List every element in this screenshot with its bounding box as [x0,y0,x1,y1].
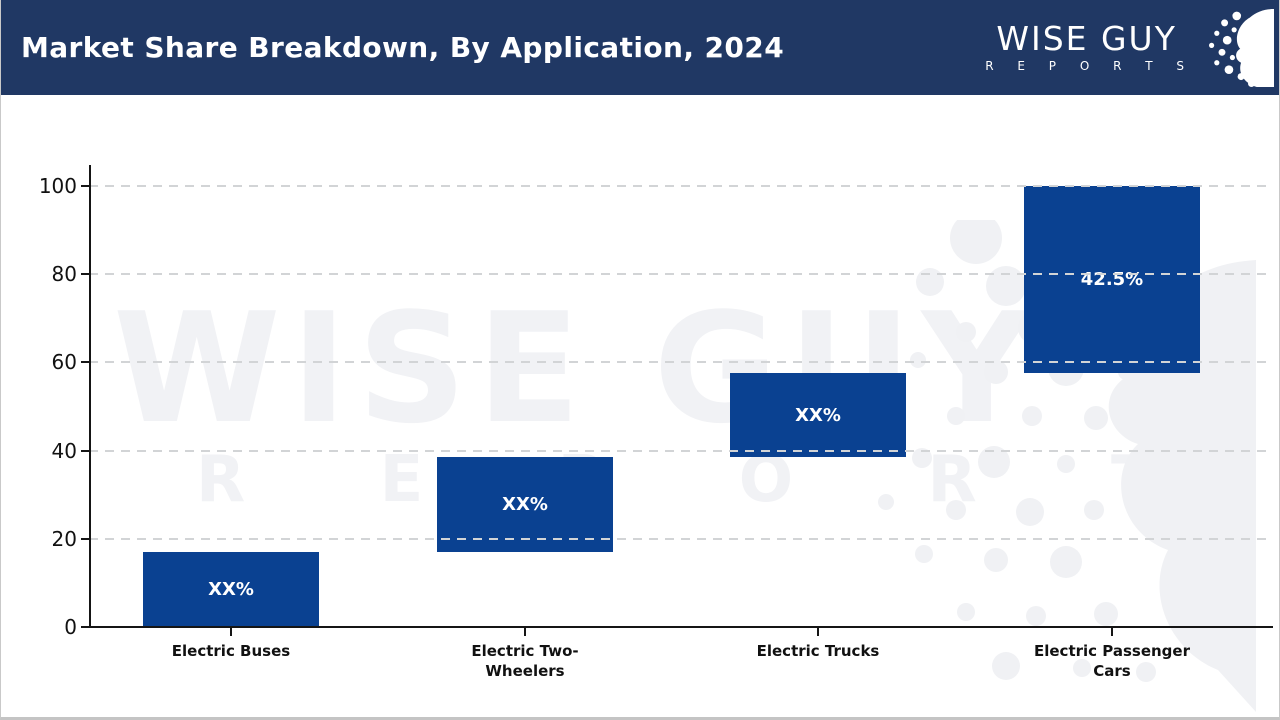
x-category-label: Electric Trucks [756,642,880,660]
bar-value-label: XX% [208,579,254,601]
y-tick-mark [81,361,89,364]
bar-segment: XX% [437,457,613,553]
bar-value-label: XX% [502,494,548,516]
chart-canvas: WISE GUY R E P O R T S [1,95,1279,717]
gridline [89,185,1273,187]
y-tick-label: 60 [51,350,77,375]
y-tick-mark [81,273,89,276]
x-tick-mark [230,627,232,636]
brand-face-icon [1209,8,1274,87]
bar-value-label: XX% [795,404,841,426]
x-category-label: Electric Buses [171,642,291,660]
header-band: Market Share Breakdown, By Application, … [1,0,1279,95]
y-tick-label: 20 [51,526,77,551]
y-tick-mark [81,449,89,452]
brand-logo-text: WISE GUY R E P O R T S [979,22,1194,73]
x-axis-line [89,626,1273,628]
gridline [89,273,1273,276]
x-tick-mark [817,627,819,636]
y-axis-line [89,165,91,627]
plot-area: XX% XX% XX% 42.5% Electric Buses Electric Two… [81,165,1273,680]
gridline [89,449,1273,452]
bar-segment: 42.5% [1024,186,1200,374]
y-tick-label: 40 [51,438,77,463]
brand-logo: WISE GUY R E P O R T S [979,5,1274,91]
y-tick-label: 0 [64,615,77,639]
x-tick-mark [1111,627,1113,636]
bar-segment: XX% [730,373,906,458]
x-category-label: Electric Two- Wheelers [471,642,579,681]
bar-segment: XX% [143,552,319,627]
y-tick-label: 100 [38,174,77,198]
brand-subtitle: R E P O R T S [985,59,1194,73]
x-category-label: Electric Passenger Cars [1033,642,1190,681]
gridline [89,361,1273,364]
x-tick-mark [524,627,526,636]
gridline [89,537,1273,540]
y-tick-mark [81,537,89,540]
y-tick-label: 80 [51,262,77,287]
y-tick-mark [81,185,89,187]
chart-title: Market Share Breakdown, By Application, … [21,31,785,64]
brand-name: WISE GUY [996,19,1177,58]
y-tick-mark [81,626,89,628]
